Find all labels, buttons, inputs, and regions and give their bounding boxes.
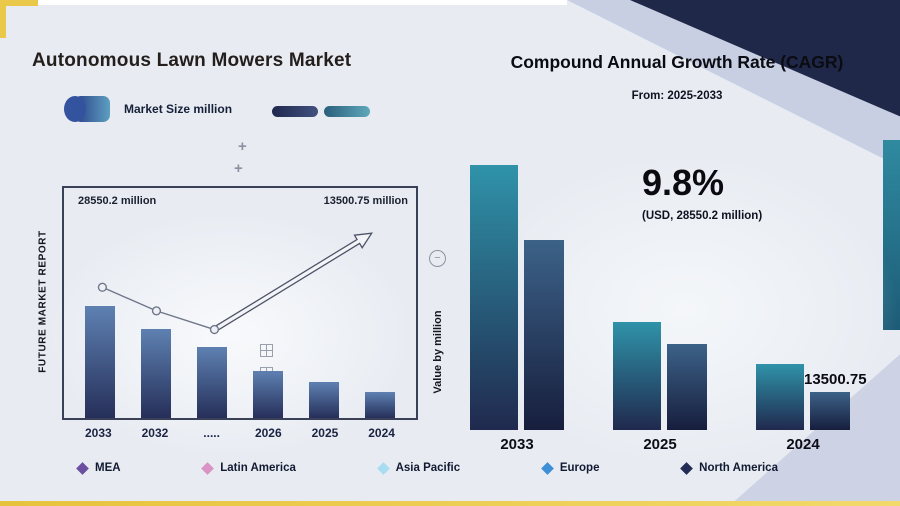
bar-group <box>756 364 850 430</box>
left-x-label: 2026 <box>254 426 282 440</box>
right-bar <box>810 392 850 430</box>
decor-pill-dark <box>272 106 318 117</box>
left-x-axis: 2033 2032..... 2026 2025 2024 <box>62 426 418 440</box>
right-x-label: 2024 <box>786 436 820 453</box>
legend-item: Latin America <box>201 461 296 475</box>
yellow-accent-top <box>0 0 38 6</box>
bar-group <box>613 322 707 430</box>
right-bar <box>667 344 707 430</box>
decor-pill-teal <box>324 106 370 117</box>
bar-group <box>470 165 564 430</box>
left-bar <box>309 382 339 418</box>
minus-icon: − <box>429 250 446 267</box>
legend-diamond-icon <box>376 461 390 475</box>
region-legend: MEA Latin America Asia Pacific Europe North … <box>76 461 778 475</box>
market-size-legend: Market Size million <box>62 94 232 124</box>
future-market-report-label: FUTURE MARKET REPORT <box>37 230 49 373</box>
right-bar <box>524 240 564 430</box>
right-bar <box>613 322 661 430</box>
left-x-label: 2025 <box>311 426 339 440</box>
left-bar <box>197 347 227 418</box>
value-axis-label: Value by million <box>432 310 444 394</box>
right-bar <box>756 364 804 430</box>
legend-item: Asia Pacific <box>376 461 461 475</box>
left-x-label: 2033 <box>84 426 112 440</box>
right-x-label: 2033 <box>500 436 534 453</box>
left-x-label: 2032 <box>141 426 169 440</box>
legend-diamond-icon <box>540 461 554 475</box>
legend-label: North America <box>699 462 778 474</box>
trend-arrow <box>97 232 373 335</box>
left-bars-container <box>64 188 416 418</box>
left-bar <box>85 306 115 418</box>
legend-diamond-icon <box>680 461 694 475</box>
cagr-note: (USD, 28550.2 million) <box>642 210 763 222</box>
legend-label: MEA <box>95 462 121 474</box>
yellow-accent-left <box>0 0 6 38</box>
right-chart-title: Compound Annual Growth Rate (CAGR) <box>510 52 844 72</box>
legend-label: Latin America <box>220 462 296 474</box>
market-size-label: Market Size million <box>124 102 233 116</box>
right-chart-subtitle: From: 2025-2033 <box>631 90 723 102</box>
left-x-label: ..... <box>203 426 220 440</box>
legend-item: Europe <box>540 461 600 475</box>
left-plot-area: 28550.2 million 13500.75 million <box>62 186 418 420</box>
right-x-label: 2025 <box>643 436 677 453</box>
plus-icon: + <box>234 160 243 177</box>
yellow-accent-bottom <box>0 501 900 506</box>
cylinder-icon <box>64 96 110 122</box>
legend-diamond-icon <box>76 461 89 475</box>
right-bars-container <box>470 160 850 430</box>
minus-glyph: − <box>434 252 441 264</box>
legend-item: North America <box>680 461 778 475</box>
bar-value-label: 13500.75 <box>804 371 867 388</box>
left-x-label: 2024 <box>368 426 395 440</box>
cagr-value: 9.8% <box>642 162 725 203</box>
left-bar <box>253 371 283 418</box>
annotation-min-value: 13500.75 million <box>323 195 408 207</box>
plus-icon: + <box>238 138 247 155</box>
top-white-strip <box>0 0 567 5</box>
left-bar <box>141 329 171 418</box>
right-bar <box>470 165 518 430</box>
legend-label: Asia Pacific <box>395 462 461 474</box>
grid-icon <box>260 344 273 357</box>
annotation-max-value: 28550.2 million <box>78 195 157 207</box>
legend-label: Europe <box>559 462 600 474</box>
legend-diamond-icon <box>201 461 215 475</box>
right-x-axis: 2033 2025 2024 <box>470 436 850 453</box>
legend-item: MEA <box>76 461 121 475</box>
left-chart-title: Autonomous Lawn Mowers Market <box>32 50 352 71</box>
left-bar <box>365 392 395 418</box>
